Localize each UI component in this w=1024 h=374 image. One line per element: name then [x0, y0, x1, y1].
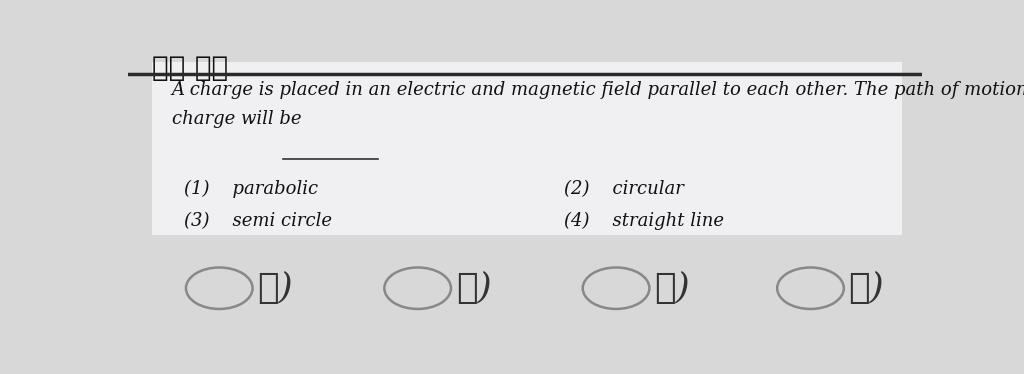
Text: ২): ২)	[456, 271, 492, 305]
Text: (2)    circular: (2) circular	[564, 180, 684, 198]
Text: ৪): ৪)	[849, 271, 885, 305]
Text: ১): ১)	[257, 271, 293, 305]
Text: A charge is placed in an electric and magnetic field parallel to each other. The: A charge is placed in an electric and ma…	[172, 81, 1024, 99]
FancyBboxPatch shape	[152, 62, 902, 235]
Text: (3)    semi circle: (3) semi circle	[183, 212, 332, 230]
Text: (1)    parabolic: (1) parabolic	[183, 180, 317, 199]
Text: charge will be: charge will be	[172, 110, 301, 128]
Text: फल २७: फल २७	[152, 53, 228, 82]
Text: (4)    straight line: (4) straight line	[564, 212, 725, 230]
Text: ৩): ৩)	[654, 271, 690, 305]
